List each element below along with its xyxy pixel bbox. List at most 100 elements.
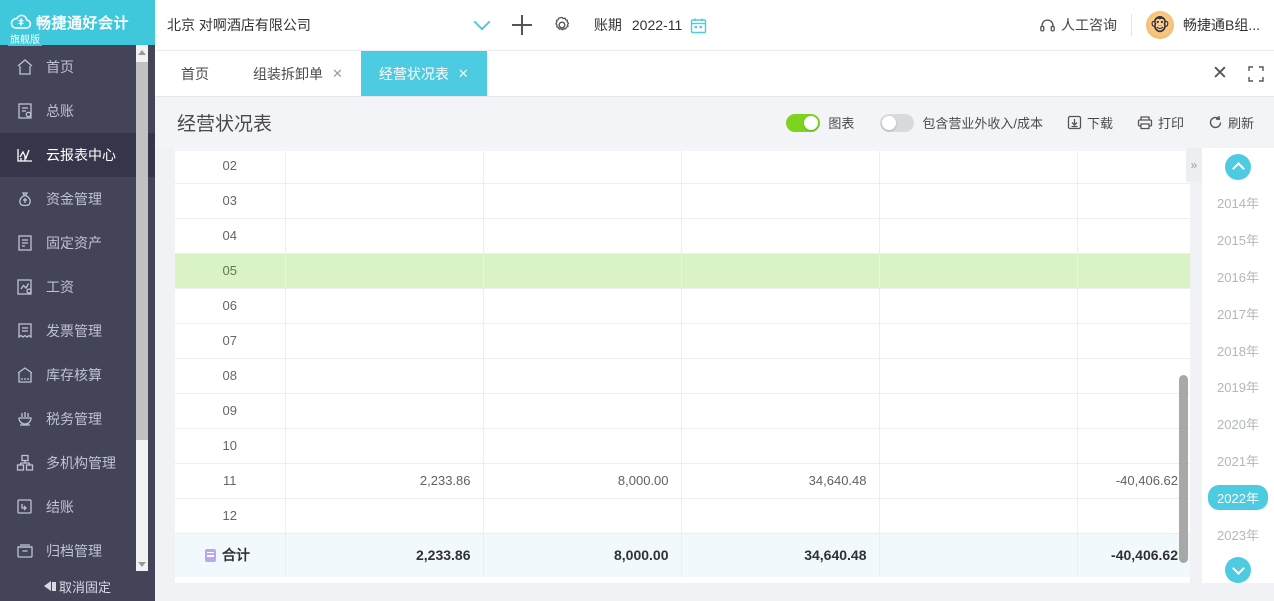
content-area: 经营状况表 图表 包含营业外收入/成本 下载	[155, 97, 1274, 601]
tax-icon	[18, 412, 32, 426]
tab-label: 组装拆卸单	[253, 65, 323, 82]
cell-period: 04	[175, 218, 286, 254]
cell-c2	[483, 288, 682, 324]
table-row[interactable]: 12	[175, 498, 1190, 534]
unpin-sidebar-button[interactable]: 取消固定	[0, 571, 155, 601]
cell-c5	[1077, 288, 1190, 324]
table-row[interactable]: 11 2,233.86 8,000.00 34,640.48 -40,406.6…	[175, 463, 1190, 499]
table-row[interactable]: 04	[175, 218, 1190, 254]
table-row[interactable]: 10	[175, 428, 1190, 464]
sidebar-item-settlement[interactable]: 结账	[0, 485, 155, 529]
sidebar-item-payroll[interactable]: 工资	[0, 265, 155, 309]
cell-period: 06	[175, 288, 286, 324]
print-button[interactable]: 打印	[1137, 113, 1184, 132]
cell-c4	[879, 428, 1078, 464]
fullscreen-button[interactable]	[1238, 51, 1274, 96]
cell-c4	[879, 393, 1078, 429]
sidebar-scrollbar[interactable]	[136, 45, 148, 571]
sidebar-scrollbar-thumb[interactable]	[136, 62, 148, 440]
chevron-down-icon[interactable]	[473, 13, 491, 31]
cell-c1	[285, 393, 484, 429]
table-row[interactable]: 03	[175, 183, 1190, 219]
table-scrollbar-thumb[interactable]	[1179, 375, 1188, 563]
username-label[interactable]: 畅捷通B组...	[1182, 17, 1260, 33]
sidebar-item-label: 税务管理	[46, 411, 102, 427]
download-button[interactable]: 下载	[1067, 113, 1113, 132]
cell-c3	[681, 288, 880, 324]
page-title: 经营状况表	[177, 114, 273, 135]
collapse-glyph: »	[1190, 158, 1198, 172]
year-option[interactable]: 2019年	[1217, 380, 1259, 396]
chart-toggle[interactable]	[786, 113, 821, 132]
table-row[interactable]: 06	[175, 288, 1190, 324]
support-button[interactable]: 人工咨询	[1039, 15, 1117, 35]
refresh-button[interactable]: 刷新	[1208, 113, 1254, 132]
sidebar-item-cloud-report-center[interactable]: 云报表中心	[0, 133, 155, 177]
year-option[interactable]: 2023年	[1217, 527, 1259, 543]
sidebar-item-home[interactable]: 首页	[0, 45, 155, 89]
sidebar-item-fund-management[interactable]: 资金管理	[0, 177, 155, 221]
period-value[interactable]: 2022-11	[631, 17, 683, 33]
sidebar-item-tax[interactable]: 税务管理	[0, 397, 155, 441]
year-option[interactable]: 2014年	[1217, 195, 1259, 211]
business-status-table: 02 03	[175, 148, 1190, 577]
table-vertical-scrollbar[interactable]	[1179, 148, 1188, 583]
sidebar-item-label: 工资	[46, 279, 74, 295]
nonoperating-toggle[interactable]	[880, 113, 915, 132]
calendar-icon[interactable]	[690, 17, 707, 34]
archive-icon	[17, 544, 33, 558]
cell-c5	[1077, 218, 1190, 254]
tab-business-status-report[interactable]: 经营状况表 ✕	[360, 51, 487, 96]
scroll-up-arrow-icon[interactable]	[136, 45, 148, 59]
table-row-selected[interactable]: 05	[175, 253, 1190, 289]
cell-c2	[483, 358, 682, 394]
table-row[interactable]: 08	[175, 358, 1190, 394]
table-row[interactable]: 07	[175, 323, 1190, 359]
close-icon[interactable]: ✕	[457, 66, 469, 81]
scroll-down-arrow-icon[interactable]	[136, 557, 148, 571]
sidebar-item-inventory[interactable]: 库存核算	[0, 353, 155, 397]
tab-home[interactable]: 首页	[155, 51, 235, 96]
cell-c5	[1077, 253, 1190, 289]
collapse-right-icon[interactable]: »	[1186, 148, 1202, 182]
cell-c1	[285, 323, 484, 359]
print-label: 打印	[1157, 116, 1184, 131]
table-row[interactable]: 09	[175, 393, 1190, 429]
cell-c5	[1077, 428, 1190, 464]
close-icon[interactable]: ✕	[332, 66, 343, 81]
table-total-row[interactable]: 合计 2,233.86 8,000.00 34,640.48 -40,406.6…	[175, 533, 1190, 577]
year-option[interactable]: 2017年	[1217, 306, 1259, 322]
year-option[interactable]: 2020年	[1217, 417, 1259, 433]
money-bag-icon	[19, 192, 31, 207]
avatar[interactable]: 🐵	[1145, 11, 1174, 39]
cell-period: 02	[175, 148, 286, 184]
tab-label: 经营状况表	[378, 65, 449, 82]
sidebar-item-invoice[interactable]: 发票管理	[0, 309, 155, 353]
year-option[interactable]: 2018年	[1217, 343, 1259, 359]
tab-assembly-disassembly[interactable]: 组装拆卸单 ✕	[235, 51, 361, 96]
plus-icon[interactable]	[511, 15, 532, 35]
sidebar-item-multi-org[interactable]: 多机构管理	[0, 441, 155, 485]
sidebar-item-archive[interactable]: 归档管理	[0, 529, 155, 571]
gear-icon[interactable]	[552, 15, 572, 35]
cell-c3: 34,640.48	[681, 463, 880, 499]
year-option-selected[interactable]: 2022年	[1208, 485, 1268, 511]
year-option[interactable]: 2016年	[1217, 269, 1259, 285]
nonoperating-toggle-label: 包含营业外收入/成本	[922, 116, 1043, 131]
cell-c3	[681, 183, 880, 219]
sidebar-item-ledger[interactable]: 总账	[0, 89, 155, 133]
year-scroll-down-icon[interactable]	[1225, 557, 1251, 583]
invoice-icon	[18, 323, 32, 339]
year-option[interactable]: 2015年	[1217, 232, 1259, 248]
cell-period: 10	[175, 428, 286, 464]
table-row[interactable]: 02	[175, 148, 1190, 184]
year-option[interactable]: 2021年	[1217, 454, 1259, 470]
sidebar-nav: 首页 总账 云报表中心	[0, 45, 155, 571]
year-scroll-up-icon[interactable]	[1225, 154, 1251, 180]
cell-total-c1: 2,233.86	[285, 533, 484, 577]
company-selector[interactable]: 北京 对啊酒店有限公司	[167, 17, 311, 33]
cell-c1	[285, 253, 484, 289]
close-all-tabs-button[interactable]: ✕	[1202, 51, 1238, 96]
support-label: 人工咨询	[1060, 17, 1117, 33]
sidebar-item-fixed-assets[interactable]: 固定资产	[0, 221, 155, 265]
